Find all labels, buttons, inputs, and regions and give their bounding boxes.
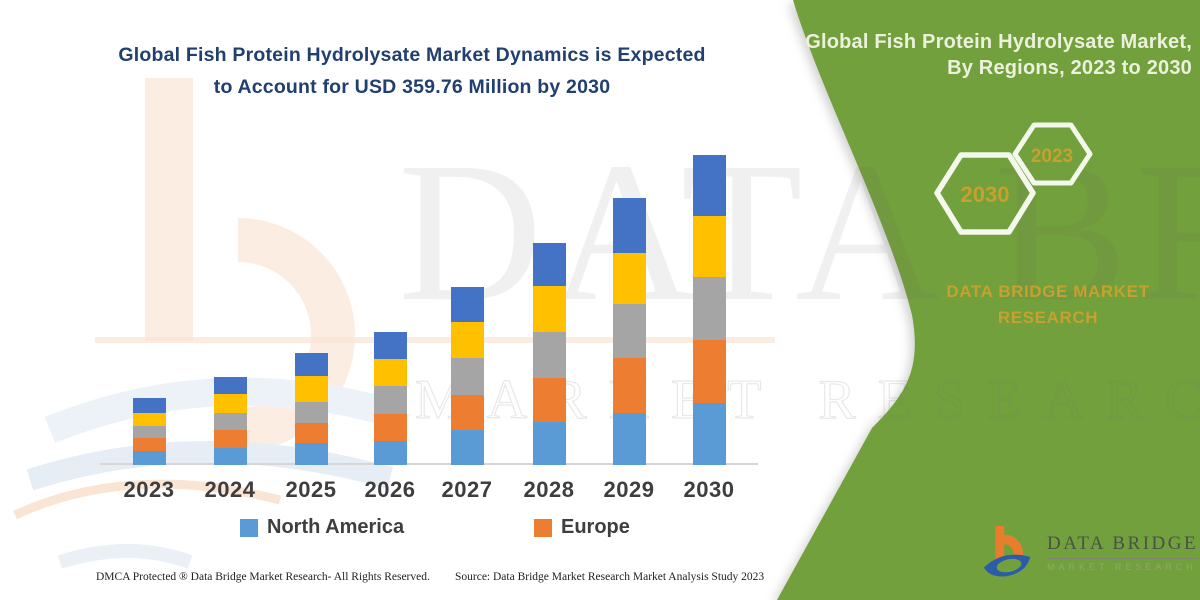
bar-segment-2029-unlabeled-region-gray: [613, 304, 646, 358]
bar-segment-2028-unlabeled-region-yellow: [533, 286, 566, 332]
legend-item-north-america: North America: [240, 516, 404, 539]
bar-segment-2028-Europe: [533, 378, 566, 422]
data-bridge-logo-icon: [983, 525, 1031, 577]
source-text: Source: Data Bridge Market Research Mark…: [455, 571, 765, 583]
hexagon-2023-label: 2023: [1031, 146, 1073, 167]
bar-2024: [214, 377, 247, 465]
data-bridge-logo: DATA BRIDGE MARKET RESEARCH: [982, 524, 1199, 582]
bar-segment-2030-Europe: [693, 340, 726, 403]
bar-segment-2028-North America: [533, 422, 566, 465]
bar-segment-2024-unlabeled-region-gray: [214, 413, 247, 430]
bar-segment-2024-North America: [214, 448, 247, 465]
hexagon-2030-icon: [934, 152, 1036, 235]
bar-segment-2024-unlabeled-region-blue: [214, 377, 247, 394]
bar-segment-2030-unlabeled-region-gray: [693, 277, 726, 340]
legend-label-europe: Europe: [561, 516, 630, 538]
bar-segment-2030-unlabeled-region-blue: [693, 155, 726, 216]
bar-2023: [133, 398, 166, 465]
hexagon-2023-icon: [1012, 122, 1093, 186]
bar-segment-2029-North America: [613, 413, 646, 465]
bar-2027: [451, 287, 484, 465]
x-axis-label-2023: 2023: [123, 477, 175, 502]
dmca-copyright-text: DMCA Protected ® Data Bridge Market Rese…: [96, 571, 430, 583]
europe-swatch-icon: [534, 518, 552, 537]
bar-segment-2026-North America: [374, 441, 407, 465]
x-axis-line: [100, 463, 758, 465]
side-panel-title-line2: By Regions, 2023 to 2030: [947, 57, 1192, 80]
bar-segment-2025-North America: [295, 443, 328, 465]
bar-segment-2030-unlabeled-region-yellow: [693, 216, 726, 277]
chart-title-line2: to Account for USD 359.76 Million by 203…: [213, 75, 611, 98]
logo-brand-text: DATA BRIDGE: [1047, 533, 1199, 559]
bar-segment-2027-unlabeled-region-yellow: [451, 322, 484, 358]
bar-segment-2029-unlabeled-region-blue: [613, 198, 646, 253]
bar-2029: [613, 198, 646, 465]
bar-segment-2025-unlabeled-region-blue: [295, 353, 328, 376]
legend-item-europe: Europe: [534, 516, 630, 539]
brand-line1: DATA BRIDGE MARKET: [946, 282, 1150, 301]
bar-segment-2023-unlabeled-region-blue: [133, 398, 166, 413]
bar-segment-2030-North America: [693, 403, 726, 465]
north-america-swatch-icon: [240, 518, 258, 537]
logo-sub-text: MARKET RESEARCH: [1047, 562, 1197, 572]
bar-segment-2023-Europe: [133, 438, 166, 451]
bar-segment-2029-unlabeled-region-yellow: [613, 253, 646, 304]
watermark-peach-band: [95, 337, 775, 343]
bar-segment-2027-North America: [451, 430, 484, 465]
x-axis-label-2026: 2026: [364, 477, 416, 502]
bar-segment-2023-unlabeled-region-gray: [133, 426, 166, 438]
bar-segment-2023-unlabeled-region-yellow: [133, 413, 166, 426]
brand-line2: RESEARCH: [997, 308, 1099, 328]
bar-segment-2026-unlabeled-region-yellow: [374, 359, 407, 386]
bar-segment-2026-unlabeled-region-gray: [374, 386, 407, 414]
bar-segment-2025-Europe: [295, 423, 328, 443]
bar-segment-2024-Europe: [214, 430, 247, 448]
bar-2026: [374, 332, 407, 465]
side-panel-title: Global Fish Protein Hydrolysate Market, …: [805, 29, 1192, 82]
side-panel-brand-text: DATA BRIDGE MARKET RESEARCH: [920, 279, 1176, 332]
bar-segment-2028-unlabeled-region-gray: [533, 332, 566, 378]
bar-segment-2026-Europe: [374, 414, 407, 441]
bar-2030: [693, 155, 726, 465]
hexagon-2030-label: 2030: [961, 182, 1010, 207]
bar-segment-2026-unlabeled-region-blue: [374, 332, 407, 359]
x-axis-label-2024: 2024: [204, 477, 256, 502]
bar-segment-2027-unlabeled-region-gray: [451, 358, 484, 395]
bar-segment-2025-unlabeled-region-yellow: [295, 376, 328, 402]
x-axis-label-2030: 2030: [683, 477, 735, 502]
chart-title-line1: Global Fish Protein Hydrolysate Market D…: [118, 44, 706, 66]
x-axis-label-2028: 2028: [523, 477, 575, 502]
bar-segment-2024-unlabeled-region-yellow: [214, 394, 247, 413]
x-axis-label-2029: 2029: [603, 477, 655, 502]
logo-text-block: DATA BRIDGE MARKET RESEARCH: [1047, 524, 1199, 572]
chart-title: Global Fish Protein Hydrolysate Market D…: [112, 40, 712, 103]
bar-segment-2029-Europe: [613, 358, 646, 413]
bar-2028: [533, 243, 566, 465]
legend-label-north-america: North America: [267, 516, 405, 538]
x-axis-label-2027: 2027: [441, 477, 493, 502]
bar-segment-2027-unlabeled-region-blue: [451, 287, 484, 322]
watermark-swoosh-2: [26, 441, 393, 491]
bar-segment-2028-unlabeled-region-blue: [533, 243, 566, 286]
side-panel-title-line1: Global Fish Protein Hydrolysate Market,: [805, 31, 1192, 53]
bar-segment-2027-Europe: [451, 395, 484, 430]
bar-segment-2023-North America: [133, 451, 166, 465]
watermark-swoosh-3: [57, 544, 193, 569]
bar-2025: [295, 353, 328, 465]
x-axis-label-2025: 2025: [285, 477, 337, 502]
bar-segment-2025-unlabeled-region-gray: [295, 402, 328, 423]
watermark-b-stem: [145, 78, 193, 341]
